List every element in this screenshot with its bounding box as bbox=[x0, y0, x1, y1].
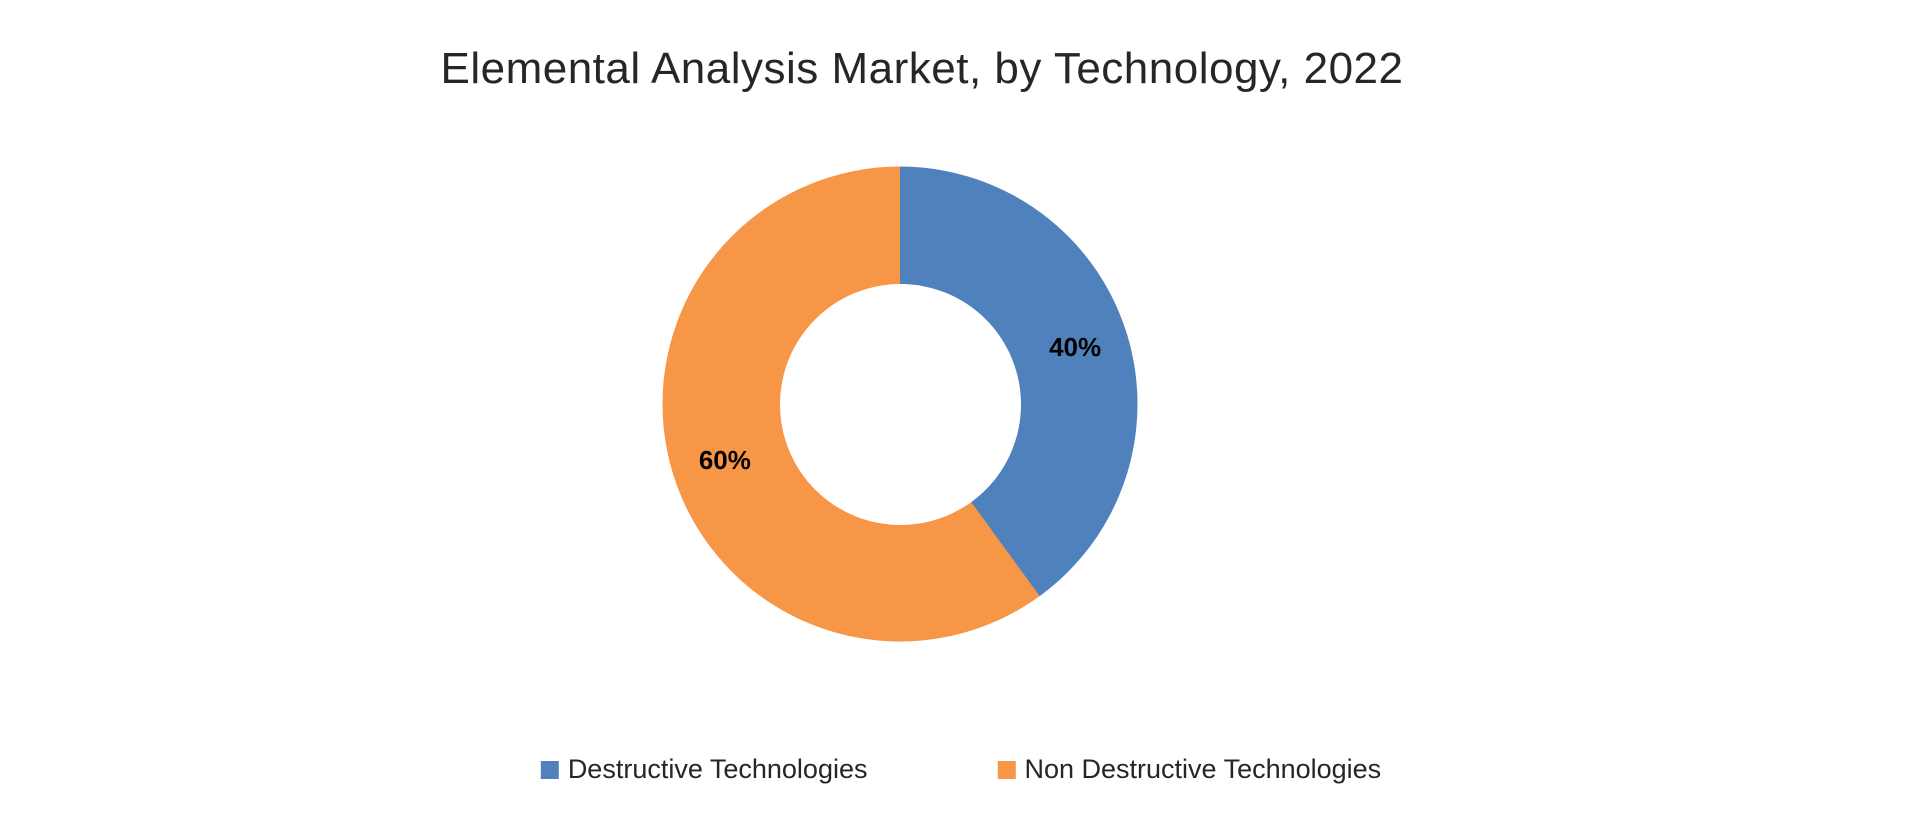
legend-label: Destructive Technologies bbox=[567, 754, 868, 784]
legend-swatch bbox=[997, 760, 1016, 779]
legend-swatch bbox=[540, 760, 559, 779]
slice-data-label: 40% bbox=[1049, 331, 1102, 362]
legend-label: Non Destructive Technologies bbox=[1024, 754, 1382, 784]
legend-item[interactable]: Non Destructive Technologies bbox=[997, 754, 1381, 785]
legend-item[interactable]: Destructive Technologies bbox=[540, 754, 868, 785]
donut-hole bbox=[779, 283, 1021, 525]
slice-data-label: 60% bbox=[698, 445, 751, 476]
chart-title: Elemental Analysis Market, by Technology… bbox=[440, 44, 1404, 93]
plot-area: 40% 60% bbox=[662, 166, 1138, 642]
legend: Destructive Technologies Non Destructive … bbox=[540, 754, 1381, 785]
